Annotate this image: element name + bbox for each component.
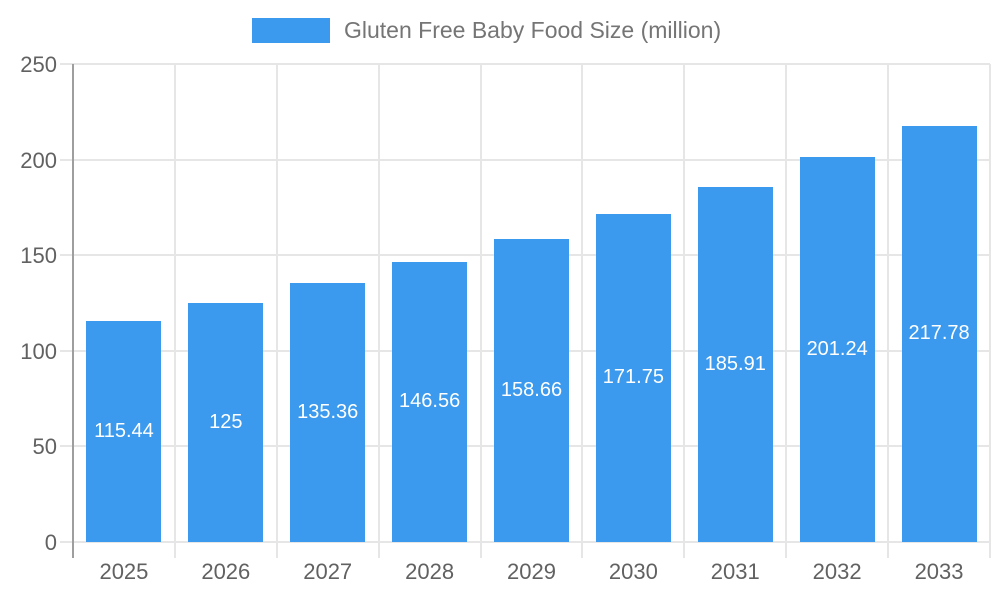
bar-value-label: 171.75	[602, 366, 664, 389]
gridline-v	[887, 64, 890, 558]
gridline-v	[785, 64, 788, 558]
gridline-v	[173, 64, 176, 558]
legend-swatch	[252, 18, 330, 43]
bar-2030[interactable]: 171.75	[595, 213, 671, 542]
x-tick-label: 2028	[405, 559, 455, 584]
gridline-h	[60, 63, 990, 65]
y-tick-label: 200	[20, 147, 57, 173]
gridline-v	[377, 64, 380, 558]
bar-value-label: 201.24	[806, 338, 868, 361]
legend: Gluten Free Baby Food Size (million)	[252, 17, 721, 44]
bar-2026[interactable]: 125	[188, 303, 264, 542]
y-tick-label: 150	[20, 243, 57, 269]
y-tick-label: 50	[32, 434, 57, 460]
y-tick-label: 0	[44, 530, 57, 555]
gridline-v	[989, 64, 991, 558]
x-tick-label: 2031	[710, 559, 760, 584]
y-tick-label: 250	[20, 52, 57, 77]
bar-2032[interactable]: 201.24	[799, 157, 875, 542]
gridline-v	[479, 64, 482, 558]
legend-label: Gluten Free Baby Food Size (million)	[344, 17, 722, 43]
gridline-v	[581, 64, 584, 558]
bar-value-label: 158.66	[500, 378, 563, 401]
bar-2031[interactable]: 185.91	[697, 186, 773, 542]
y-axis-line	[72, 64, 74, 558]
bar-value-label: 146.56	[399, 390, 461, 413]
x-tick-label: 2029	[507, 559, 556, 584]
bar-value-label: 185.91	[704, 352, 766, 375]
gridline-h	[60, 158, 990, 161]
bar-2029[interactable]: 158.66	[494, 238, 569, 542]
gridline-h	[60, 541, 990, 543]
bar-value-label: 115.44	[94, 420, 154, 443]
x-tick-label: 2025	[99, 559, 149, 584]
x-tick-label: 2027	[303, 559, 353, 584]
x-tick-label: 2030	[608, 559, 658, 584]
x-tick-label: 2033	[914, 559, 964, 584]
y-tick-label: 100	[20, 338, 57, 364]
bar-value-label: 135.36	[297, 401, 359, 424]
bar-2027[interactable]: 135.36	[290, 283, 366, 542]
x-tick-label: 2032	[812, 559, 862, 584]
bar-2025[interactable]: 115.44	[86, 321, 162, 542]
bar-value-label: 125	[209, 411, 243, 433]
bar-2033[interactable]: 217.78	[901, 125, 977, 542]
bar-value-label: 217.78	[908, 322, 970, 345]
bar-2028[interactable]: 146.56	[392, 261, 468, 542]
gridline-v	[275, 64, 278, 558]
gridline-v	[683, 64, 686, 558]
x-tick-label: 2026	[201, 559, 251, 584]
